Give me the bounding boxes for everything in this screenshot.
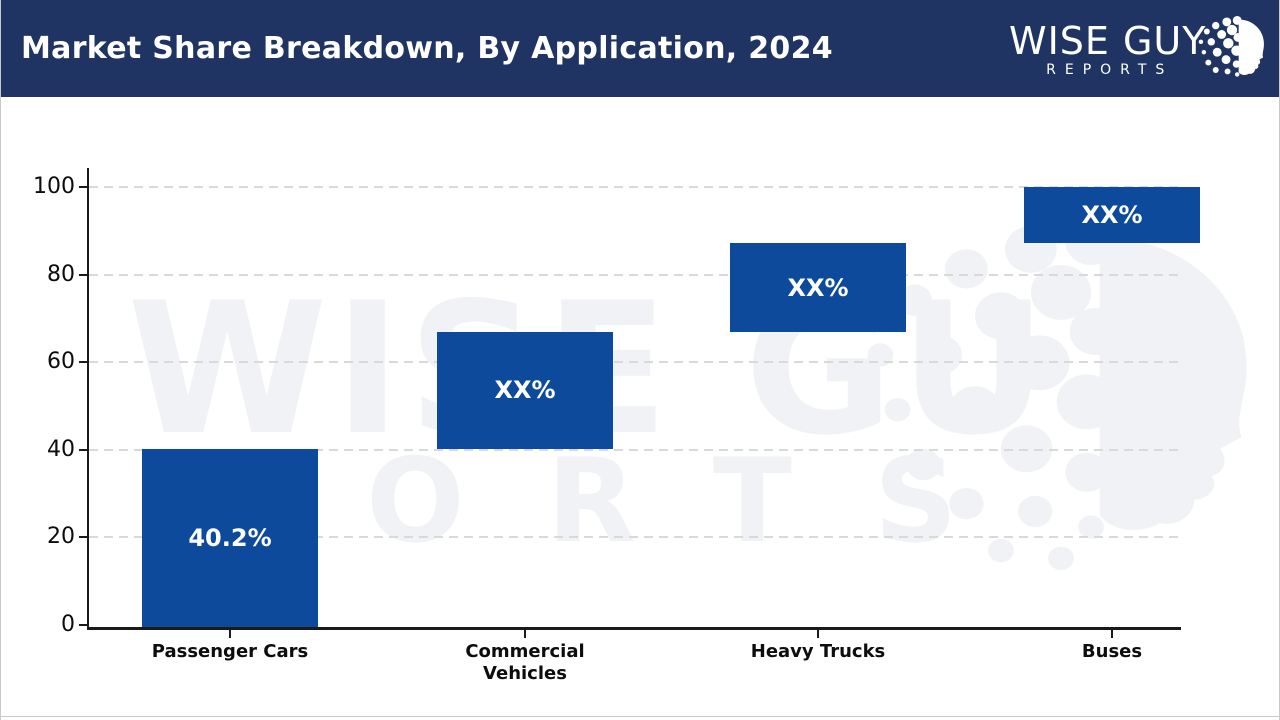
gridline-100	[89, 186, 1181, 188]
header-banner: Market Share Breakdown, By Application, …	[1, 0, 1279, 97]
logo-reports-text: REPORTS	[1046, 62, 1174, 78]
y-tick-100	[79, 186, 87, 188]
x-category-label-0: Passenger Cars	[151, 641, 309, 662]
x-tick-3	[1111, 630, 1113, 638]
page-bottom-border	[1, 716, 1279, 717]
gridline-60	[89, 361, 1181, 364]
x-category-label-1: Commercial Vehicles	[465, 641, 585, 684]
wise-guy-reports-logo: WISE GUY REPORTS	[1009, 6, 1265, 92]
y-tick-label-20: 20	[47, 524, 75, 550]
watermark-face-icon	[867, 222, 1247, 571]
bar-value-label: XX%	[787, 273, 849, 302]
watermark-reports-text: PORTS	[199, 434, 1040, 569]
chart-title: Market Share Breakdown, By Application, …	[21, 31, 833, 66]
x-tick-1	[524, 630, 526, 638]
bar-buses: XX%	[1024, 187, 1200, 244]
y-tick-0	[79, 624, 87, 626]
bar-value-label: XX%	[1081, 201, 1143, 230]
y-tick-20	[79, 536, 87, 539]
logo-wiseguy-text: WISE GUY	[1009, 19, 1207, 63]
y-axis-line	[87, 168, 89, 629]
y-tick-label-100: 100	[33, 174, 75, 199]
gridline-40	[89, 448, 1181, 451]
y-tick-40	[79, 448, 87, 451]
bar-commercial-vehicles: XX%	[437, 331, 613, 449]
gridline-20	[89, 536, 1181, 539]
bar-value-label: XX%	[494, 376, 556, 405]
x-category-label-2: Heavy Trucks	[750, 641, 886, 662]
y-tick-label-0: 0	[61, 612, 75, 637]
logo-text: WISE GUY REPORTS	[1009, 22, 1206, 77]
x-tick-2	[817, 630, 819, 638]
y-tick-label-40: 40	[47, 436, 75, 462]
y-tick-60	[79, 361, 87, 364]
y-tick-label-60: 60	[47, 349, 75, 375]
y-tick-label-80: 80	[47, 261, 75, 287]
bar-passenger-cars: 40.2%	[142, 448, 318, 627]
y-tick-80	[79, 273, 87, 276]
x-axis-line	[87, 627, 1181, 630]
gridline-80	[89, 273, 1181, 276]
bar-heavy-trucks: XX%	[730, 243, 906, 332]
x-category-label-3: Buses	[1081, 641, 1143, 662]
logo-face-icon	[1198, 15, 1264, 77]
x-tick-0	[229, 630, 231, 638]
bar-value-label: 40.2%	[188, 523, 272, 552]
